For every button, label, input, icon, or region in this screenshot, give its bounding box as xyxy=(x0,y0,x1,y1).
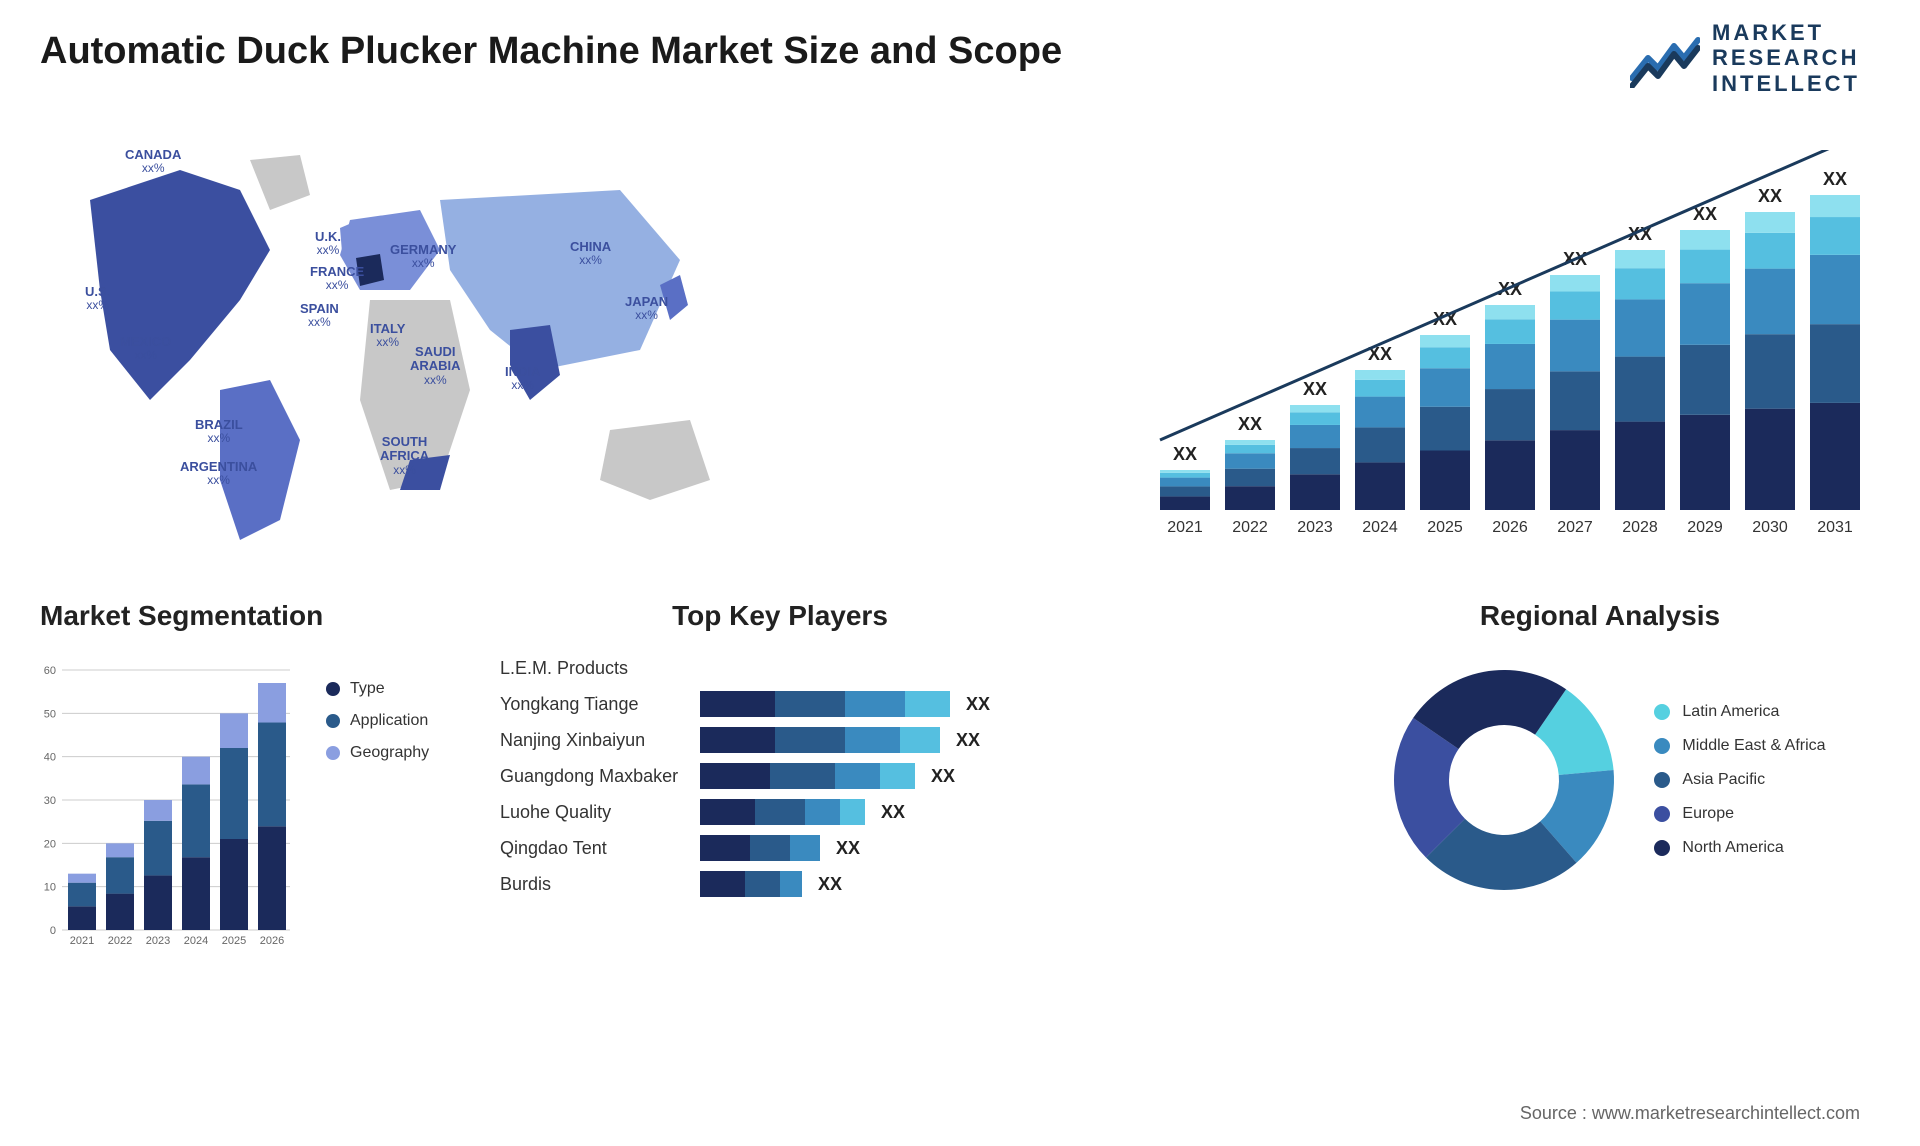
key-player-row: Luohe QualityXX xyxy=(500,794,1060,830)
map-label: INDIAxx% xyxy=(505,365,540,392)
svg-text:2031: 2031 xyxy=(1817,519,1853,536)
svg-text:2028: 2028 xyxy=(1622,519,1658,536)
map-label: ARGENTINAxx% xyxy=(180,460,257,487)
regional-title: Regional Analysis xyxy=(1340,600,1860,632)
svg-text:10: 10 xyxy=(44,882,56,894)
svg-text:2026: 2026 xyxy=(1492,519,1528,536)
svg-text:2026: 2026 xyxy=(260,935,284,947)
legend-item: Asia Pacific xyxy=(1654,771,1825,789)
legend-item: Type xyxy=(326,680,429,698)
svg-text:2024: 2024 xyxy=(184,935,208,947)
map-label: SAUDIARABIAxx% xyxy=(410,345,461,387)
svg-text:50: 50 xyxy=(44,708,56,720)
svg-text:XX: XX xyxy=(1823,169,1847,189)
regional-donut-chart xyxy=(1374,650,1634,910)
segmentation-chart: 0 10 20 30 40 50 60 2021 2022 2023 2024 2025 2026 xyxy=(40,650,290,950)
key-players-panel: Top Key Players L.E.M. ProductsYongkang … xyxy=(500,600,1060,902)
svg-text:2021: 2021 xyxy=(1167,519,1203,536)
key-player-row: Yongkang TiangeXX xyxy=(500,686,1060,722)
map-label: U.K.xx% xyxy=(315,230,341,257)
logo-mark-icon xyxy=(1630,28,1700,88)
legend-item: Application xyxy=(326,712,429,730)
map-label: ITALYxx% xyxy=(370,322,405,349)
legend-item: North America xyxy=(1654,839,1825,857)
svg-text:XX: XX xyxy=(1758,186,1782,206)
regional-legend: Latin America Middle East & Africa Asia Pa… xyxy=(1654,703,1825,857)
page-title: Automatic Duck Plucker Machine Market Si… xyxy=(40,30,1062,73)
svg-text:2021: 2021 xyxy=(70,935,94,947)
svg-text:60: 60 xyxy=(44,665,56,677)
key-players-title: Top Key Players xyxy=(500,600,1060,632)
map-label: FRANCExx% xyxy=(310,265,364,292)
map-label: JAPANxx% xyxy=(625,295,668,322)
svg-text:2030: 2030 xyxy=(1752,519,1788,536)
svg-text:XX: XX xyxy=(1238,414,1262,434)
source-text: Source : www.marketresearchintellect.com xyxy=(1520,1103,1860,1124)
map-label: SOUTHAFRICAxx% xyxy=(380,435,429,477)
svg-text:30: 30 xyxy=(44,795,56,807)
key-player-row: BurdisXX xyxy=(500,866,1060,902)
regional-panel: Regional Analysis Latin America Middle Ea… xyxy=(1340,600,1860,910)
map-label: GERMANYxx% xyxy=(390,243,456,270)
logo-line3: INTELLECT xyxy=(1712,71,1860,96)
svg-text:40: 40 xyxy=(44,752,56,764)
legend-item: Middle East & Africa xyxy=(1654,737,1825,755)
segmentation-title: Market Segmentation xyxy=(40,600,480,632)
svg-text:2027: 2027 xyxy=(1557,519,1593,536)
svg-text:2025: 2025 xyxy=(1427,519,1463,536)
svg-text:2023: 2023 xyxy=(146,935,170,947)
legend-item: Latin America xyxy=(1654,703,1825,721)
segmentation-panel: Market Segmentation 0 10 20 30 40 50 60 2021 202… xyxy=(40,600,480,950)
map-label: CANADAxx% xyxy=(125,148,181,175)
key-player-row: Nanjing XinbaiyunXX xyxy=(500,722,1060,758)
legend-item: Europe xyxy=(1654,805,1825,823)
svg-text:0: 0 xyxy=(50,925,56,937)
world-map: CANADAxx% U.S.xx% MEXICOxx% BRAZILxx% ARGENT… xyxy=(40,140,760,560)
svg-text:2023: 2023 xyxy=(1297,519,1333,536)
svg-text:20: 20 xyxy=(44,838,56,850)
map-label: MEXICOxx% xyxy=(120,335,171,362)
map-label: CHINAxx% xyxy=(570,240,611,267)
svg-text:XX: XX xyxy=(1303,379,1327,399)
key-player-row: Guangdong MaxbakerXX xyxy=(500,758,1060,794)
growth-bar-chart: XX2021XX2022XX2023XX2024XX2025XX2026XX20… xyxy=(1140,150,1860,550)
brand-logo: MARKET RESEARCH INTELLECT xyxy=(1630,20,1860,96)
logo-line1: MARKET xyxy=(1712,20,1860,45)
map-label: U.S.xx% xyxy=(85,285,110,312)
segmentation-legend: Type Application Geography xyxy=(326,680,429,762)
svg-text:2022: 2022 xyxy=(108,935,132,947)
svg-text:2024: 2024 xyxy=(1362,519,1398,536)
svg-text:2029: 2029 xyxy=(1687,519,1723,536)
key-player-row: L.E.M. Products xyxy=(500,650,1060,686)
logo-line2: RESEARCH xyxy=(1712,45,1860,70)
svg-text:XX: XX xyxy=(1173,444,1197,464)
legend-item: Geography xyxy=(326,744,429,762)
map-label: BRAZILxx% xyxy=(195,418,243,445)
map-label: SPAINxx% xyxy=(300,302,339,329)
key-player-row: Qingdao TentXX xyxy=(500,830,1060,866)
svg-text:2025: 2025 xyxy=(222,935,246,947)
svg-text:2022: 2022 xyxy=(1232,519,1268,536)
